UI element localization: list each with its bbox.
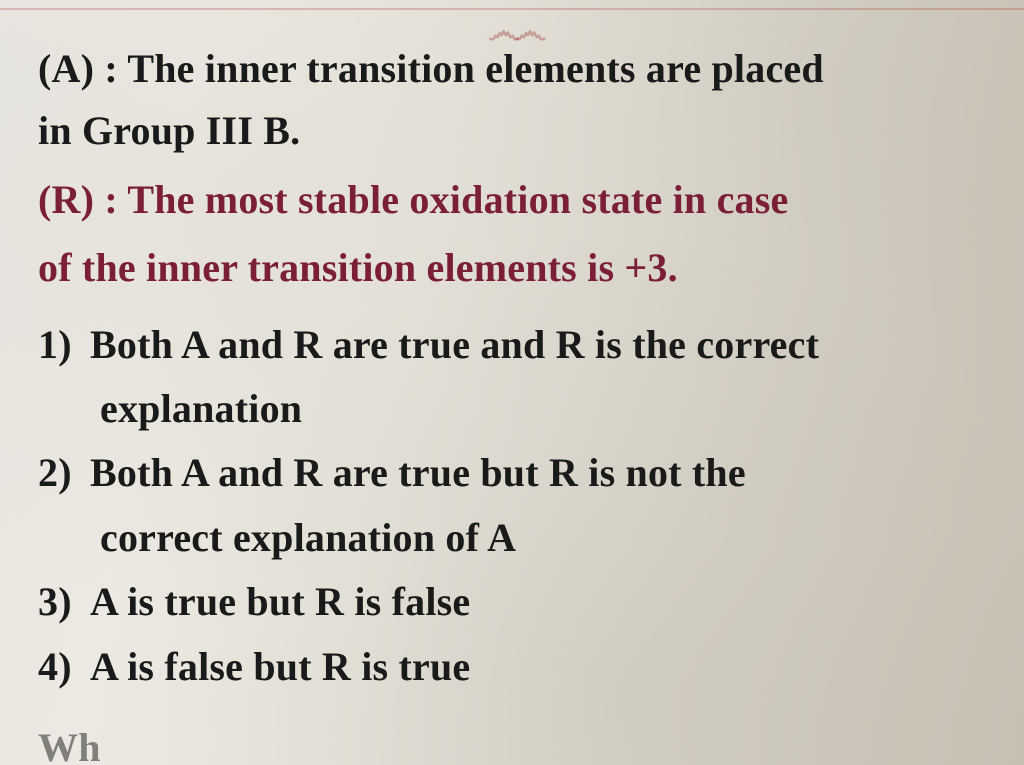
page-ornament: ෴෴: [488, 14, 540, 52]
option-2-number: 2): [38, 442, 90, 504]
option-3-number: 3): [38, 571, 90, 633]
option-1-number: 1): [38, 314, 90, 376]
option-1-line-2: explanation: [38, 378, 978, 440]
reason-line-1: (R) : The most stable oxidation state in…: [38, 169, 978, 231]
option-4-number: 4): [38, 636, 90, 698]
option-1-line-1: 1)Both A and R are true and R is the cor…: [38, 314, 978, 376]
option-4-text-1: A is false but R is true: [90, 644, 470, 689]
option-1-text-1: Both A and R are true and R is the corre…: [90, 322, 819, 367]
option-3-text-1: A is true but R is false: [90, 579, 470, 624]
option-2-line-1: 2)Both A and R are true but R is not the: [38, 442, 978, 504]
option-3-line-1: 3)A is true but R is false: [38, 571, 978, 633]
option-2-line-2: correct explanation of A: [38, 507, 978, 569]
reason-line-2: of the inner transition elements is +3.: [38, 237, 978, 299]
question-block: ෴෴ (A) : The inner transition elements a…: [38, 38, 978, 698]
option-2-text-1: Both A and R are true but R is not the: [90, 450, 746, 495]
options-list: 1)Both A and R are true and R is the cor…: [38, 314, 978, 698]
option-4-line-1: 4)A is false but R is true: [38, 636, 978, 698]
top-rule: [0, 8, 1024, 10]
assertion-line-2: in Group III B.: [38, 100, 978, 162]
cropped-next-line: Wh: [38, 724, 101, 765]
